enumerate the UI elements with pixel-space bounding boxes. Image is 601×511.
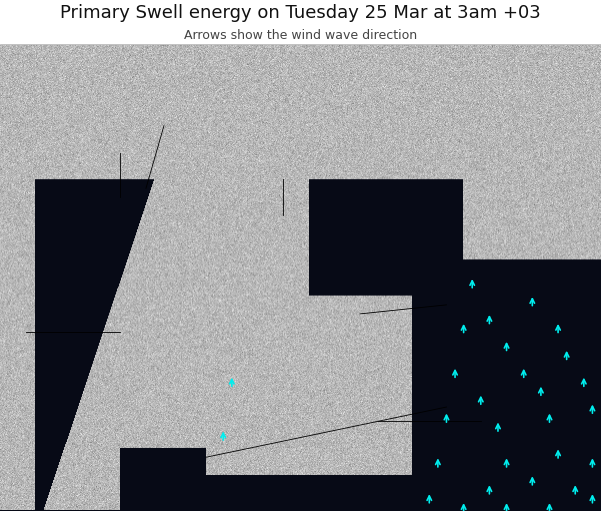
- Text: Primary Swell energy on Tuesday 25 Mar at 3am +03: Primary Swell energy on Tuesday 25 Mar a…: [60, 4, 541, 21]
- Text: Arrows show the wind wave direction: Arrows show the wind wave direction: [184, 29, 417, 41]
